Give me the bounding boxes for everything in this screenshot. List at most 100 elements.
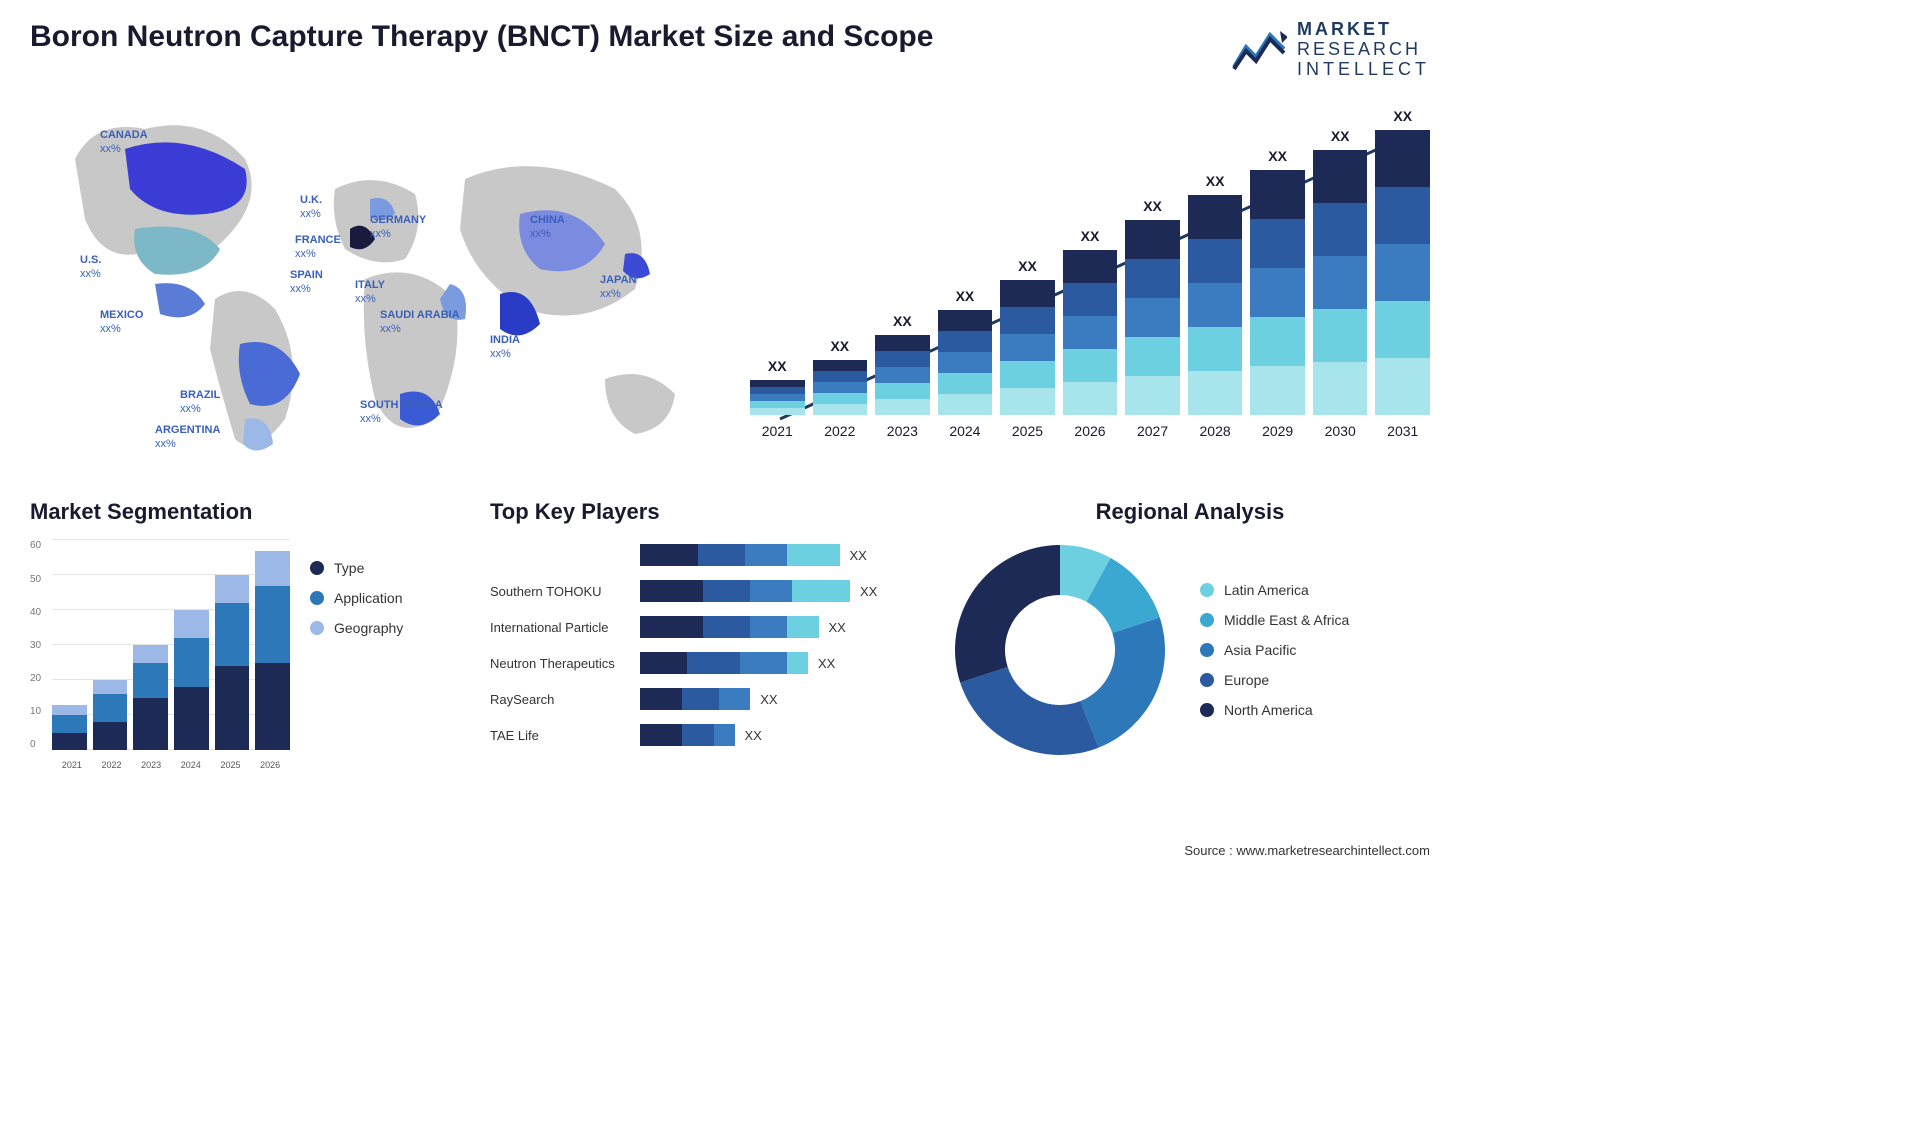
seg-bar [174, 610, 209, 750]
key-player-label: RaySearch [490, 692, 640, 707]
key-player-value: XX [860, 584, 877, 599]
key-player-row: Southern TOHOKU XX [490, 576, 910, 606]
country-label: U.K.xx% [300, 194, 322, 220]
legend-item: Type [310, 560, 403, 576]
growth-bar: XX2030 [1313, 150, 1368, 439]
seg-x-label: 2022 [101, 760, 121, 770]
growth-chart: XX2021XX2022XX2023XX2024XX2025XX2026XX20… [750, 99, 1430, 469]
logo-text: MARKET RESEARCH INTELLECT [1297, 20, 1430, 79]
y-tick: 40 [30, 607, 52, 618]
seg-bar [215, 575, 250, 750]
growth-bar: XX2028 [1188, 195, 1243, 439]
bar-value-label: XX [893, 313, 912, 329]
legend-item: Latin America [1200, 582, 1349, 598]
country-label: GERMANYxx% [370, 214, 426, 240]
legend-item: Middle East & Africa [1200, 612, 1349, 628]
key-player-row: TAE Life XX [490, 720, 910, 750]
header: Boron Neutron Capture Therapy (BNCT) Mar… [30, 20, 1430, 79]
y-tick: 20 [30, 673, 52, 684]
donut-slice [955, 545, 1060, 682]
donut-slice [1080, 618, 1165, 748]
bar-year-label: 2023 [887, 423, 918, 439]
key-player-label: TAE Life [490, 728, 640, 743]
bar-year-label: 2030 [1325, 423, 1356, 439]
bar-year-label: 2026 [1074, 423, 1105, 439]
key-player-value: XX [829, 620, 846, 635]
country-label: MEXICOxx% [100, 309, 143, 335]
segmentation-chart: 0102030405060 202120222023202420252026 [30, 540, 290, 770]
growth-bar: XX2024 [938, 310, 993, 439]
seg-bar [52, 705, 87, 751]
logo-line1: MARKET [1297, 20, 1430, 40]
bar-value-label: XX [768, 358, 787, 374]
bar-year-label: 2025 [1012, 423, 1043, 439]
legend-item: Asia Pacific [1200, 642, 1349, 658]
growth-bar: XX2025 [1000, 280, 1055, 439]
regional-legend: Latin America Middle East & Africa Asia Pa… [1200, 582, 1349, 718]
segmentation-legend: TypeApplicationGeography [310, 540, 403, 770]
growth-bar: XX2023 [875, 335, 930, 439]
bar-value-label: XX [1018, 258, 1037, 274]
bar-value-label: XX [956, 288, 975, 304]
bar-year-label: 2028 [1200, 423, 1231, 439]
country-label: INDIAxx% [490, 334, 520, 360]
top-row: CANADAxx%U.S.xx%MEXICOxx%BRAZILxx%ARGENT… [30, 99, 1430, 469]
country-label: JAPANxx% [600, 274, 636, 300]
key-players-panel: Top Key Players XX Southern TOHOKU XX Inter… [490, 499, 910, 770]
key-players-title: Top Key Players [490, 499, 910, 525]
country-label: FRANCExx% [295, 234, 341, 260]
seg-x-label: 2024 [181, 760, 201, 770]
key-player-value: XX [760, 692, 777, 707]
seg-bar [93, 680, 128, 750]
bar-year-label: 2021 [762, 423, 793, 439]
key-player-value: XX [745, 728, 762, 743]
y-tick: 50 [30, 574, 52, 585]
country-label: ARGENTINAxx% [155, 424, 220, 450]
growth-bar: XX2022 [813, 360, 868, 439]
bottom-row: Market Segmentation 0102030405060 202120… [30, 499, 1430, 770]
key-player-row: Neutron TherapeuticsXX [490, 648, 910, 678]
seg-bar [255, 551, 290, 751]
legend-item: North America [1200, 702, 1349, 718]
country-label: CANADAxx% [100, 129, 148, 155]
y-tick: 10 [30, 706, 52, 717]
seg-x-label: 2021 [62, 760, 82, 770]
bar-year-label: 2022 [824, 423, 855, 439]
bar-year-label: 2029 [1262, 423, 1293, 439]
bar-value-label: XX [1081, 228, 1100, 244]
logo-line2: RESEARCH [1297, 40, 1430, 60]
key-player-row: RaySearch XX [490, 684, 910, 714]
key-player-row: XX [490, 540, 910, 570]
seg-bar [133, 645, 168, 750]
segmentation-panel: Market Segmentation 0102030405060 202120… [30, 499, 450, 770]
legend-item: Europe [1200, 672, 1349, 688]
key-player-label: International Particle [490, 620, 640, 635]
world-map: CANADAxx%U.S.xx%MEXICOxx%BRAZILxx%ARGENT… [30, 99, 720, 469]
source-text: Source : www.marketresearchintellect.com [1184, 843, 1430, 858]
key-player-label: Neutron Therapeutics [490, 656, 640, 671]
country-label: SOUTH AFRICAxx% [360, 399, 443, 425]
growth-bar: XX2027 [1125, 220, 1180, 439]
y-tick: 30 [30, 640, 52, 651]
bar-year-label: 2024 [949, 423, 980, 439]
country-label: U.S.xx% [80, 254, 101, 280]
country-label: SPAINxx% [290, 269, 323, 295]
growth-bar: XX2029 [1250, 170, 1305, 439]
logo: MARKET RESEARCH INTELLECT [1232, 20, 1430, 79]
bar-value-label: XX [1393, 108, 1412, 124]
key-player-label: Southern TOHOKU [490, 584, 640, 599]
bar-value-label: XX [1331, 128, 1350, 144]
regional-title: Regional Analysis [950, 499, 1430, 525]
seg-x-label: 2026 [260, 760, 280, 770]
bar-value-label: XX [1206, 173, 1225, 189]
page-title: Boron Neutron Capture Therapy (BNCT) Mar… [30, 20, 933, 54]
donut-slice [960, 667, 1099, 755]
legend-item: Geography [310, 620, 403, 636]
country-label: CHINAxx% [530, 214, 565, 240]
regional-panel: Regional Analysis Latin America Middle Ea… [950, 499, 1430, 770]
bar-year-label: 2027 [1137, 423, 1168, 439]
logo-icon [1232, 27, 1287, 72]
country-label: ITALYxx% [355, 279, 385, 305]
bar-year-label: 2031 [1387, 423, 1418, 439]
seg-x-label: 2025 [220, 760, 240, 770]
